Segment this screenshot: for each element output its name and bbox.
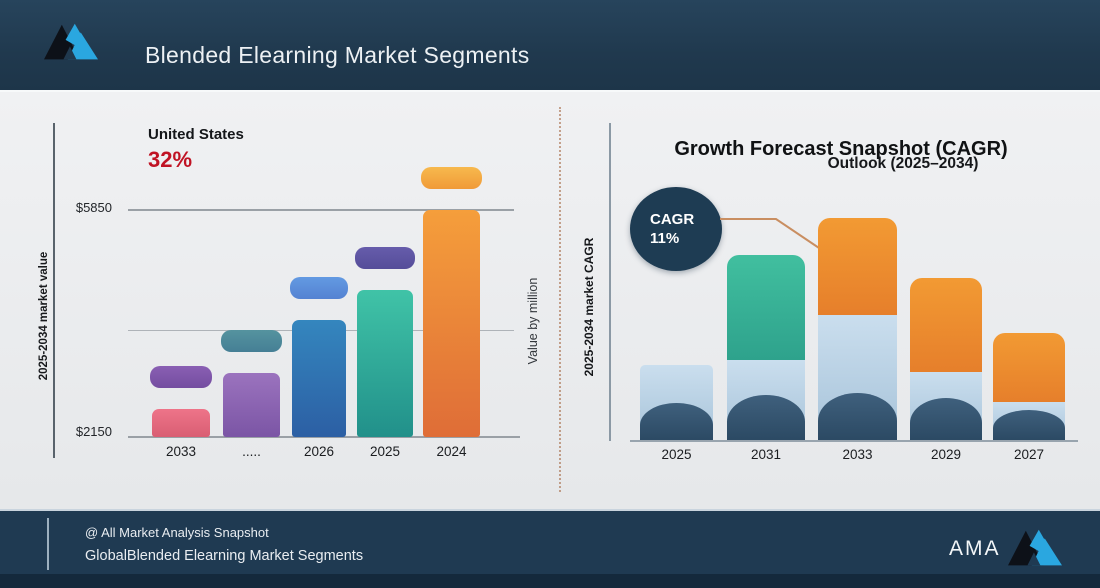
bar-top-segment [910,278,982,372]
footer-divider-line [47,518,49,570]
x-axis-label: 2024 [436,444,467,459]
page-title: Blended Elearning Market Segments [145,42,530,69]
x-axis-label: 2029 [930,447,962,462]
cagr-badge-label: CAGR [650,211,695,228]
us-bar-cap [150,366,212,388]
x-axis-label: 2025 [661,447,692,462]
cagr-badge-value: 11% [650,230,680,247]
cagr-bar [993,333,1065,441]
dotted-divider [559,107,561,492]
bar-base-dome [993,410,1065,441]
bar-top-segment [727,255,805,360]
cagr-bar [910,278,982,441]
callout-connector-line [720,218,823,251]
cagr-bar [727,255,805,441]
us-bar [423,210,480,437]
chart-subtitle: Outlook (2025–2034) [827,155,979,172]
cagr-bar [818,218,897,441]
header-bar [0,0,1100,90]
gridline-upper [128,209,514,211]
value-by-million-label: Value by million [526,277,540,365]
right-x-axis-line [630,440,1078,442]
bar-base-dome [910,398,982,441]
us-bar-cap [421,167,482,189]
x-axis-label: ..... [242,444,261,459]
x-axis-label: 2033 [165,444,197,459]
right-y-axis-label: 2025-2034 market CAGR [582,237,596,377]
cagr-bar [640,365,713,441]
chart-title: Growth Forecast Snapshot (CAGR) [674,137,1008,160]
left-x-axis-line [128,436,520,438]
bar-base-dome [818,393,897,441]
y-tick-upper: $5850 [75,200,112,215]
us-bar [292,320,346,437]
x-axis-label: 2025 [369,444,401,459]
footer-caption: @ All Market Analysis Snapshot [85,525,269,540]
us-bar [152,409,210,437]
us-bar-cap [355,247,415,269]
bar-top-segment [818,218,897,315]
series-label: United States [148,126,244,143]
series-highlight-value: 32% [148,147,193,172]
right-y-axis-line [609,123,611,441]
left-y-axis-label: 2025-2034 market value [38,251,50,381]
x-axis-label: 2027 [1013,447,1045,462]
us-bar-cap [290,277,348,299]
left-y-axis-line [53,123,55,458]
cagr-badge: CAGR 11% [630,187,722,271]
footer-title: GlobalBlended Elearning Market Segments [85,548,364,564]
bar-base-dome [640,403,713,441]
y-tick-lower: $2150 [75,424,112,439]
footer-bottom-strip [0,574,1100,588]
ama-logo-icon [1008,529,1062,566]
x-axis-label: 2031 [750,447,782,462]
us-bar [223,373,280,437]
footer-brand-text: AMA [949,537,1001,560]
us-bar [357,290,413,437]
ama-logo-icon [44,23,98,60]
bar-base-dome [727,395,805,441]
us-bar-cap [221,330,282,352]
x-axis-label: 2033 [842,447,873,462]
x-axis-label: 2026 [303,444,335,459]
bar-top-segment [993,333,1065,402]
